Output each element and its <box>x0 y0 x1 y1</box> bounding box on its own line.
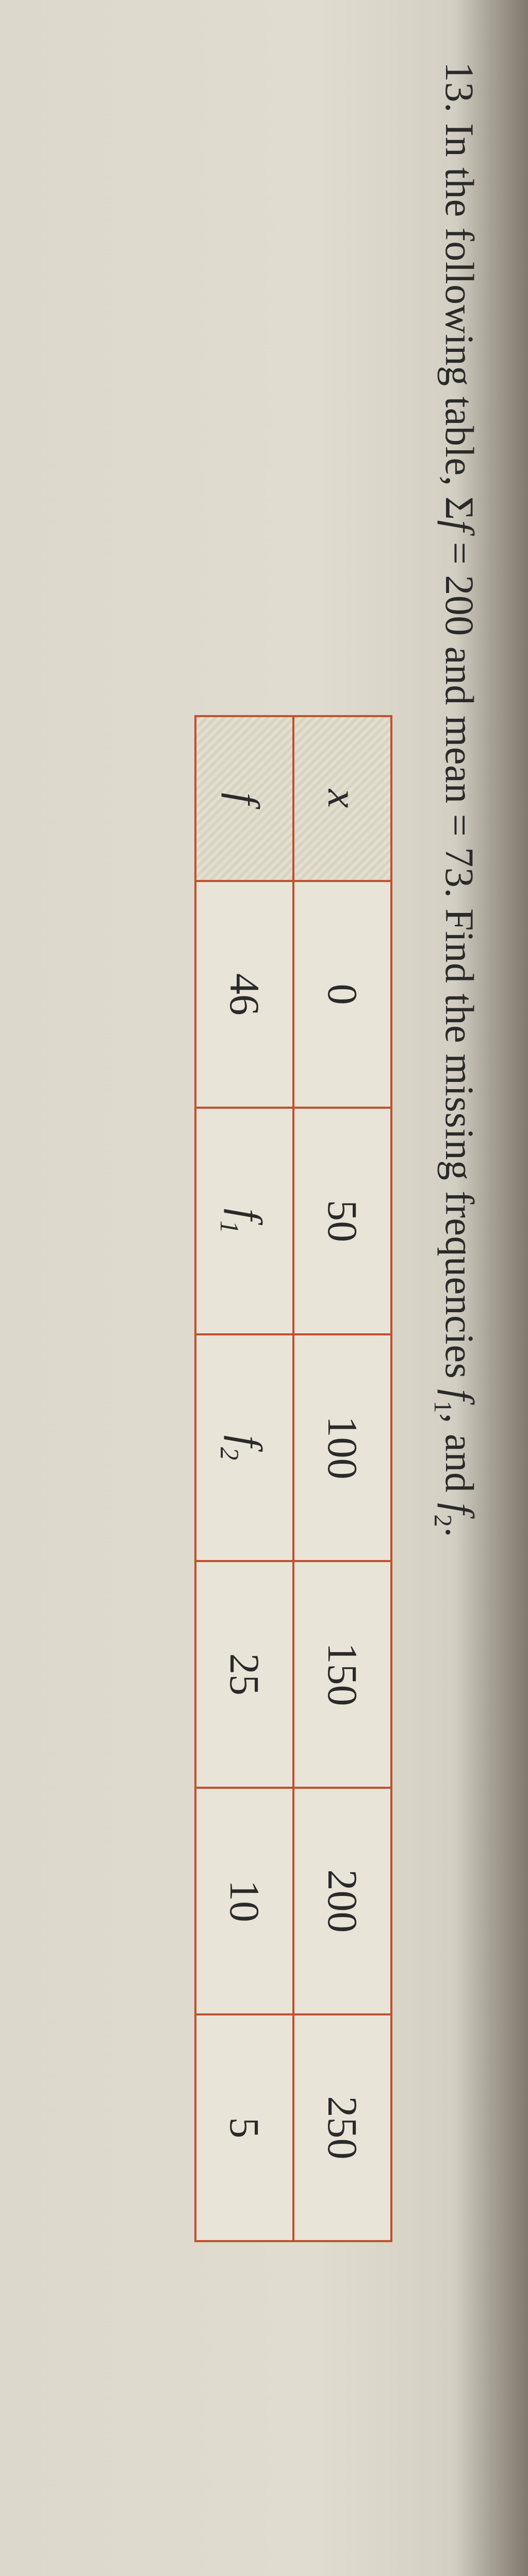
x-cell: 50 <box>293 1108 391 1334</box>
eq1: = <box>437 532 482 575</box>
post-text: . Find the missing frequencies <box>437 888 482 1389</box>
f1-sub: 1 <box>429 1400 456 1413</box>
f-var: f <box>437 520 482 532</box>
f2-label: f <box>437 1503 482 1514</box>
f-cell: 25 <box>195 1561 293 1788</box>
header-x: x <box>293 716 391 881</box>
sumf-value: 200 <box>437 575 482 636</box>
table-container: x 0 50 100 150 200 250 f 46 f1 f2 25 10 … <box>194 62 392 2576</box>
question-text: 13. In the following table, Σf = 200 and… <box>428 62 487 2576</box>
header-f-label: f <box>221 793 268 805</box>
x-cell: 250 <box>293 2014 391 2241</box>
f-cell-f2: f2 <box>195 1334 293 1561</box>
f2-sub: 2 <box>429 1514 456 1527</box>
rotated-page: 13. In the following table, Σf = 200 and… <box>0 0 528 528</box>
x-cell: 0 <box>293 881 391 1108</box>
comma-text: , and <box>437 1413 482 1503</box>
f2-cell-label: f <box>224 1435 271 1447</box>
mid-text: and mean = <box>437 636 482 848</box>
f2-cell-sub: 2 <box>215 1447 244 1460</box>
sigma-symbol: Σ <box>437 497 482 520</box>
f-cell: 10 <box>195 1788 293 2014</box>
question-prefix: In the following table, <box>437 123 482 497</box>
mean-value: 73 <box>437 847 482 888</box>
f-cell: 46 <box>195 881 293 1108</box>
f1-label: f <box>437 1389 482 1400</box>
f1-cell-sub: 1 <box>215 1221 244 1233</box>
table-row: f 46 f1 f2 25 10 5 <box>195 716 293 2241</box>
page-content: 13. In the following table, Σf = 200 and… <box>0 0 528 2576</box>
x-cell: 150 <box>293 1561 391 1788</box>
table-row: x 0 50 100 150 200 250 <box>293 716 391 2241</box>
x-cell: 200 <box>293 1788 391 2014</box>
period: . <box>437 1527 482 1537</box>
f1-cell-label: f <box>224 1209 271 1221</box>
frequency-table: x 0 50 100 150 200 250 f 46 f1 f2 25 10 … <box>194 715 392 2242</box>
header-x-label: x <box>319 789 366 808</box>
header-f: f <box>195 716 293 881</box>
f-cell-f1: f1 <box>195 1108 293 1334</box>
x-cell: 100 <box>293 1334 391 1561</box>
question-number: 13. <box>437 62 482 113</box>
f-cell: 5 <box>195 2014 293 2241</box>
